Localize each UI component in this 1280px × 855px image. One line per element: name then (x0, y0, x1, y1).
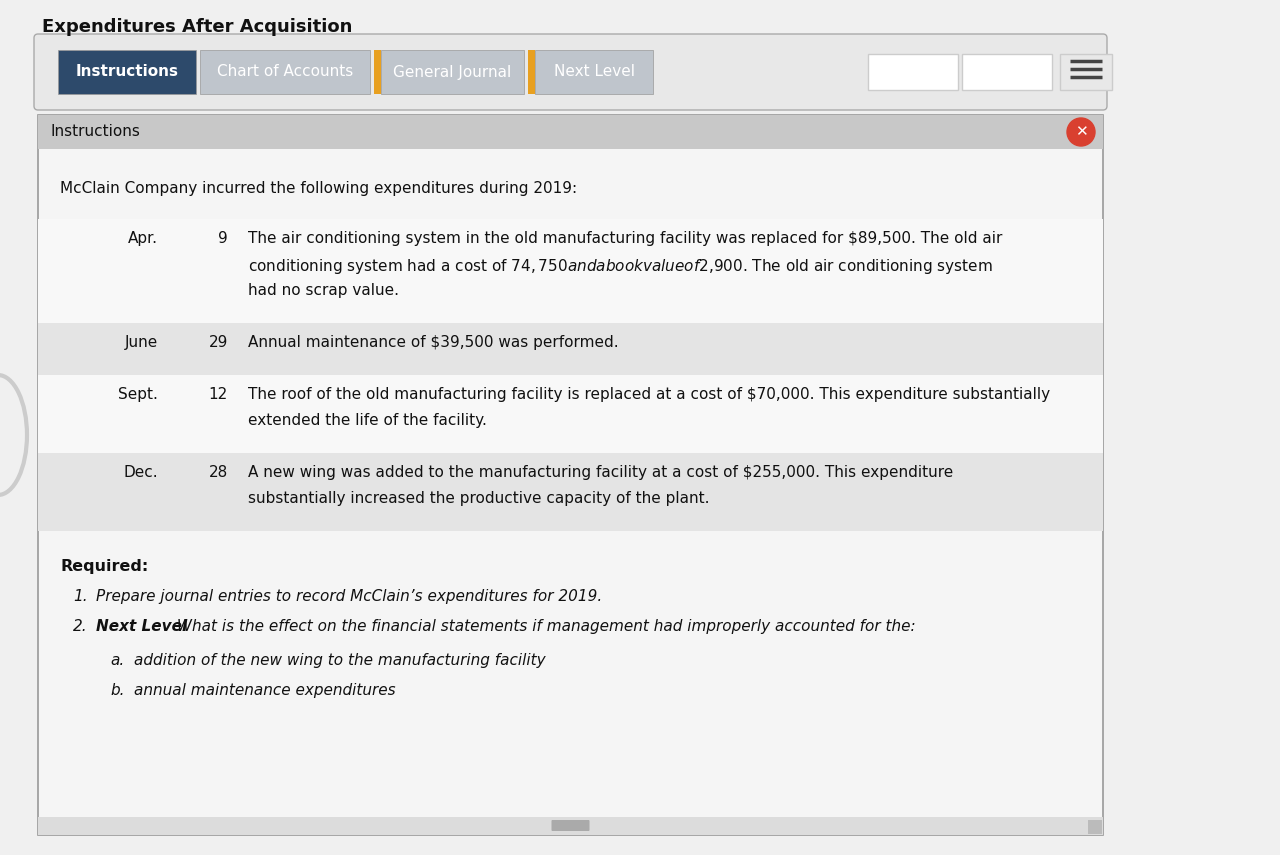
Text: Prepare journal entries to record McClain’s expenditures for 2019.: Prepare journal entries to record McClai… (96, 589, 603, 604)
Text: Next Level: Next Level (553, 64, 635, 80)
Text: June: June (124, 335, 157, 350)
Text: extended the life of the facility.: extended the life of the facility. (248, 413, 486, 428)
FancyBboxPatch shape (381, 50, 524, 94)
FancyBboxPatch shape (38, 115, 1103, 149)
Text: Expenditures After Acquisition: Expenditures After Acquisition (42, 18, 352, 36)
Text: Chart of Accounts: Chart of Accounts (216, 64, 353, 80)
Text: addition of the new wing to the manufacturing facility: addition of the new wing to the manufact… (134, 653, 545, 668)
FancyBboxPatch shape (38, 219, 1103, 323)
FancyBboxPatch shape (529, 50, 535, 94)
Text: The air conditioning system in the old manufacturing facility was replaced for $: The air conditioning system in the old m… (248, 231, 1002, 246)
FancyBboxPatch shape (38, 375, 1103, 453)
Text: b.: b. (110, 683, 124, 698)
Text: substantially increased the productive capacity of the plant.: substantially increased the productive c… (248, 491, 709, 506)
Text: Instructions: Instructions (50, 125, 140, 139)
Text: Annual maintenance of $39,500 was performed.: Annual maintenance of $39,500 was perfor… (248, 335, 618, 350)
Text: 12: 12 (209, 387, 228, 402)
Text: 2.: 2. (73, 619, 87, 634)
FancyBboxPatch shape (1060, 54, 1112, 90)
FancyBboxPatch shape (38, 115, 1103, 835)
FancyBboxPatch shape (58, 50, 196, 94)
Text: 9: 9 (219, 231, 228, 246)
Text: Instructions: Instructions (76, 64, 178, 80)
FancyBboxPatch shape (374, 50, 381, 94)
Text: 28: 28 (209, 465, 228, 480)
FancyBboxPatch shape (552, 820, 590, 831)
Text: What is the effect on the financial statements if management had improperly acco: What is the effect on the financial stat… (172, 619, 915, 634)
Text: Next Level: Next Level (96, 619, 187, 634)
Text: annual maintenance expenditures: annual maintenance expenditures (134, 683, 396, 698)
Text: ✕: ✕ (1075, 125, 1088, 139)
FancyBboxPatch shape (535, 50, 653, 94)
FancyBboxPatch shape (963, 54, 1052, 90)
FancyBboxPatch shape (1088, 820, 1102, 834)
Text: Dec.: Dec. (123, 465, 157, 480)
Circle shape (1068, 118, 1094, 146)
Text: Sept.: Sept. (118, 387, 157, 402)
Text: McClain Company incurred the following expenditures during 2019:: McClain Company incurred the following e… (60, 181, 577, 196)
Text: A new wing was added to the manufacturing facility at a cost of $255,000. This e: A new wing was added to the manufacturin… (248, 465, 954, 480)
FancyBboxPatch shape (868, 54, 957, 90)
FancyBboxPatch shape (38, 817, 1103, 835)
Text: Apr.: Apr. (128, 231, 157, 246)
Text: conditioning system had a cost of $74,750 and a book value of $2,900. The old ai: conditioning system had a cost of $74,75… (248, 257, 993, 276)
Text: had no scrap value.: had no scrap value. (248, 283, 399, 298)
FancyBboxPatch shape (35, 34, 1107, 110)
FancyBboxPatch shape (200, 50, 370, 94)
Text: The roof of the old manufacturing facility is replaced at a cost of $70,000. Thi: The roof of the old manufacturing facili… (248, 387, 1050, 402)
FancyBboxPatch shape (38, 453, 1103, 531)
Text: Required:: Required: (60, 559, 148, 574)
Text: General Journal: General Journal (393, 64, 512, 80)
Text: a.: a. (110, 653, 124, 668)
Text: 1.: 1. (73, 589, 87, 604)
FancyBboxPatch shape (38, 323, 1103, 375)
Text: 29: 29 (209, 335, 228, 350)
